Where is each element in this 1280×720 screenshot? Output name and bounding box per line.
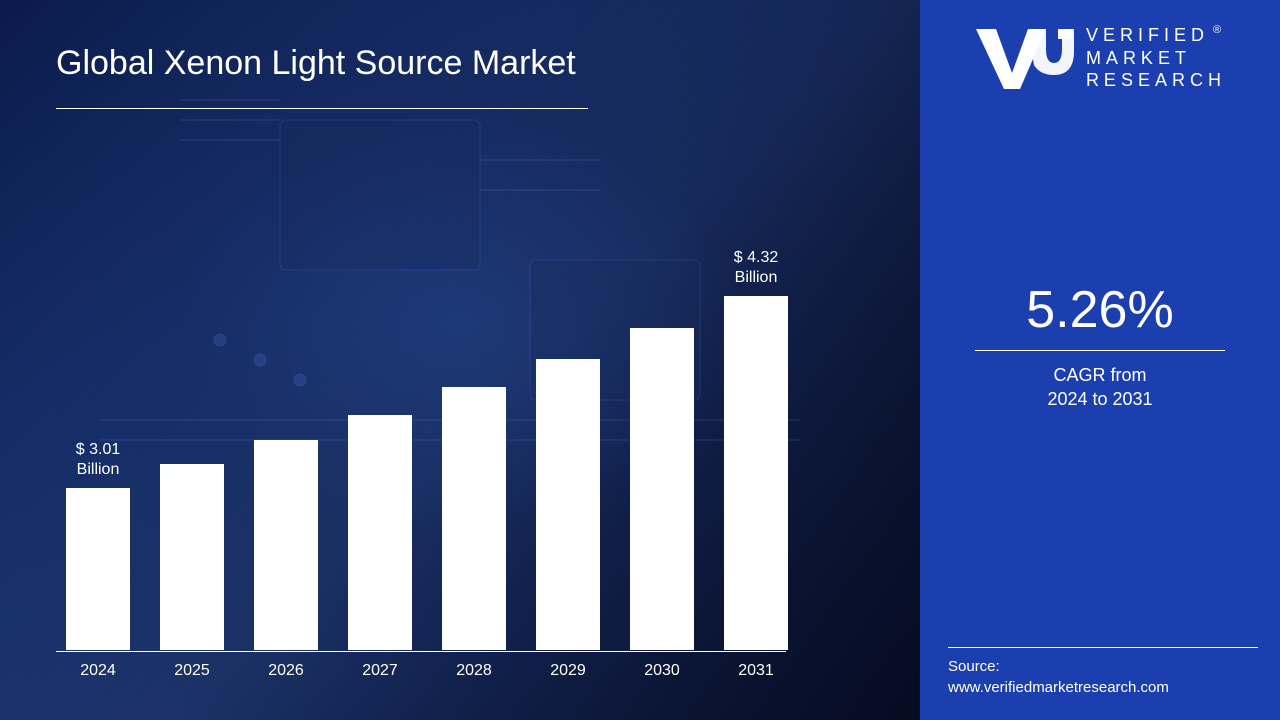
cagr-divider bbox=[975, 350, 1225, 351]
chart-panel: Global Xenon Light Source Market $ 3.01B… bbox=[0, 0, 920, 720]
chart-title: Global Xenon Light Source Market bbox=[56, 44, 576, 83]
last-bar-value-label: $ 4.32Billion bbox=[716, 248, 796, 288]
x-axis-label: 2031 bbox=[724, 662, 788, 680]
logo: VERIFIED ® MARKET RESEARCH bbox=[920, 24, 1280, 92]
bar bbox=[160, 464, 224, 650]
bar-wrap: $ 3.01Billion bbox=[66, 488, 130, 650]
logo-text: VERIFIED ® MARKET RESEARCH bbox=[1086, 24, 1226, 92]
x-axis-label: 2026 bbox=[254, 662, 318, 680]
source-divider bbox=[948, 647, 1258, 648]
bar bbox=[254, 440, 318, 650]
logo-mark-icon bbox=[974, 27, 1074, 89]
cagr-caption-line1: CAGR from bbox=[1053, 365, 1146, 385]
x-axis-label: 2027 bbox=[348, 662, 412, 680]
bar-wrap bbox=[630, 328, 694, 650]
bar-chart: $ 3.01Billion$ 4.32Billion 2024202520262… bbox=[56, 244, 816, 684]
title-underline bbox=[56, 108, 588, 109]
source-label: Source: bbox=[948, 656, 1258, 677]
bar bbox=[724, 296, 788, 650]
bar-wrap bbox=[536, 359, 600, 650]
cagr-value: 5.26% bbox=[920, 280, 1280, 340]
bar-wrap bbox=[160, 464, 224, 650]
bars-container: $ 3.01Billion $ 4.32Billion bbox=[56, 270, 816, 650]
cagr-caption: CAGR from 2024 to 2031 bbox=[920, 363, 1280, 412]
x-axis-label: 2025 bbox=[160, 662, 224, 680]
x-axis-labels: 2024 2025 2026 2027 2028 2029 2030 2031 bbox=[56, 662, 816, 680]
stats-panel: VERIFIED ® MARKET RESEARCH 5.26% CAGR fro… bbox=[920, 0, 1280, 720]
cagr-caption-line2: 2024 to 2031 bbox=[1047, 389, 1152, 409]
bar-wrap bbox=[348, 415, 412, 650]
x-axis-label: 2030 bbox=[630, 662, 694, 680]
registered-mark: ® bbox=[1213, 24, 1226, 36]
source-url: www.verifiedmarketresearch.com bbox=[948, 677, 1258, 698]
bar-wrap: $ 4.32Billion bbox=[724, 296, 788, 650]
bar-wrap bbox=[442, 387, 506, 650]
infographic-container: Global Xenon Light Source Market $ 3.01B… bbox=[0, 0, 1280, 720]
bar-wrap bbox=[254, 440, 318, 650]
bar bbox=[442, 387, 506, 650]
logo-line2: MARKET bbox=[1086, 48, 1191, 68]
logo-line3: RESEARCH bbox=[1086, 70, 1226, 90]
logo-line1: VERIFIED bbox=[1086, 25, 1209, 45]
x-axis-label: 2028 bbox=[442, 662, 506, 680]
bar bbox=[630, 328, 694, 650]
bar bbox=[66, 488, 130, 650]
first-bar-value-label: $ 3.01Billion bbox=[58, 440, 138, 480]
x-axis-label: 2029 bbox=[536, 662, 600, 680]
bar bbox=[536, 359, 600, 650]
source-block: Source: www.verifiedmarketresearch.com bbox=[948, 647, 1258, 698]
bar bbox=[348, 415, 412, 650]
x-axis-line bbox=[56, 651, 786, 652]
cagr-block: 5.26% CAGR from 2024 to 2031 bbox=[920, 280, 1280, 412]
x-axis-label: 2024 bbox=[66, 662, 130, 680]
